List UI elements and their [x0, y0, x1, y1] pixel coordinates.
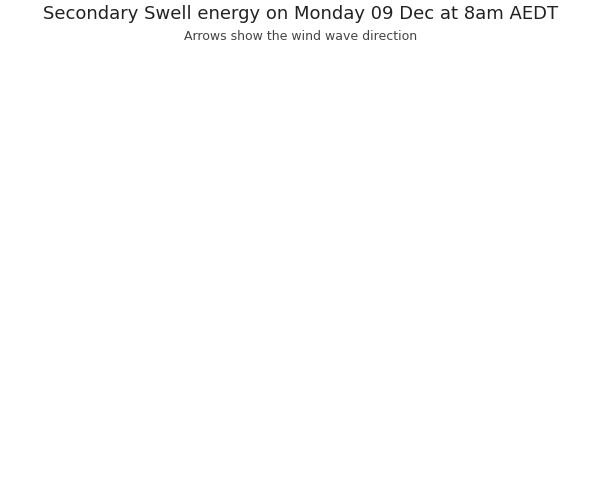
- Text: Cartopy required: Cartopy required: [218, 257, 383, 276]
- Text: Secondary Swell energy on Monday 09 Dec at 8am AEDT: Secondary Swell energy on Monday 09 Dec …: [43, 5, 558, 23]
- Text: Arrows show the wind wave direction: Arrows show the wind wave direction: [184, 30, 417, 42]
